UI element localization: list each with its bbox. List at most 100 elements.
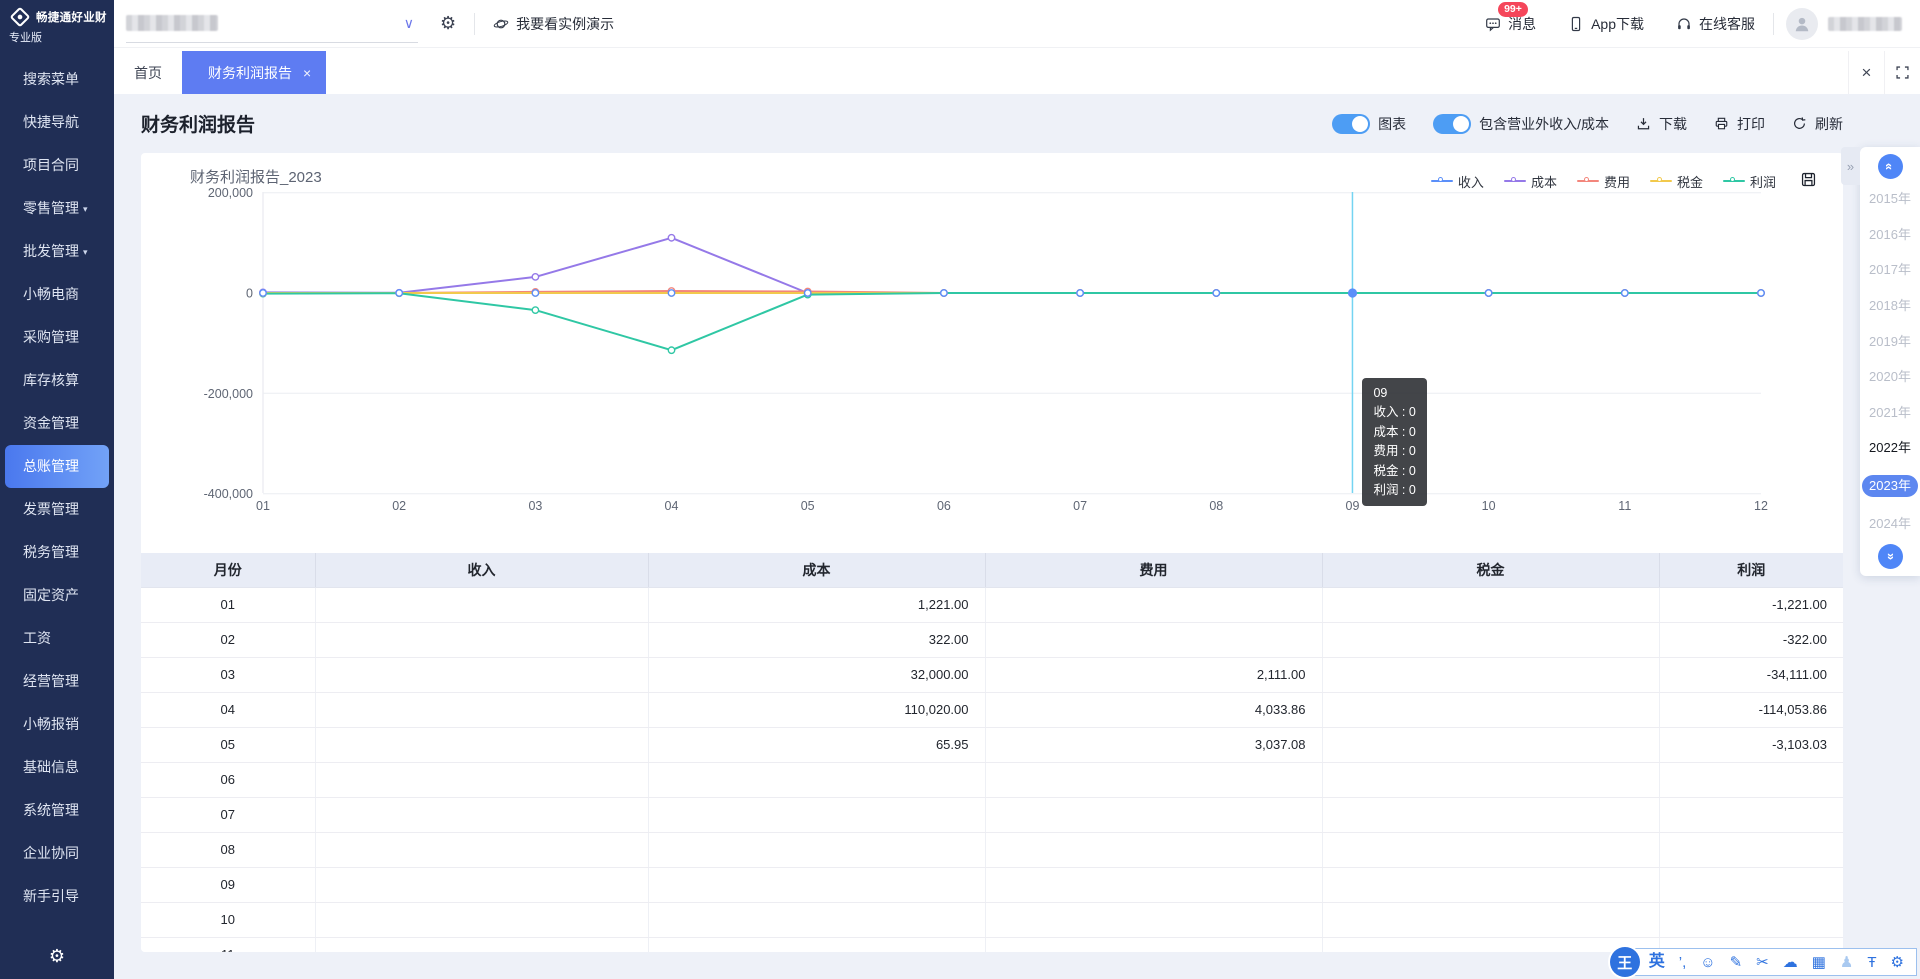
close-icon[interactable]: ×	[1848, 51, 1884, 94]
value-cell	[1322, 657, 1660, 693]
year-item-2015[interactable]: 2015年	[1869, 191, 1911, 206]
year-item-2016[interactable]: 2016年	[1869, 226, 1911, 242]
value-cell: -322.00	[1659, 622, 1843, 658]
scroll-years-down-button[interactable]: «	[1877, 544, 1903, 569]
ime-settings-icon[interactable]: ⚙	[1890, 953, 1904, 971]
ime-cloud-input-icon[interactable]: ☁	[1782, 953, 1798, 971]
close-tab-icon[interactable]: ×	[303, 64, 312, 81]
unread-badge: 99+	[1498, 1, 1528, 17]
sidebar-item-4[interactable]: 零售管理 ▾	[23, 200, 88, 216]
ime-virtual-keyboard-icon[interactable]: ▦	[1811, 953, 1826, 971]
ime-punctuation-icon[interactable]: ’,	[1678, 953, 1687, 971]
tab-home[interactable]: 首页	[114, 51, 182, 94]
value-cell	[985, 797, 1323, 833]
sidebar-item-9[interactable]: 资金管理	[23, 415, 79, 431]
value-cell	[315, 727, 649, 763]
toggle-switch[interactable]	[1433, 113, 1472, 134]
topbar-messages[interactable]: 消息 99+	[1485, 1, 1536, 34]
sidebar-item-3[interactable]: 项目合同	[23, 157, 79, 173]
sidebar-item-7[interactable]: 采购管理	[23, 329, 79, 345]
sidebar-item-8[interactable]: 库存核算	[23, 372, 79, 388]
collapse-panel-icon[interactable]: »	[1841, 147, 1860, 185]
brand-edition: 专业版	[9, 32, 42, 44]
sidebar-item-19[interactable]: 企业协同	[23, 845, 79, 861]
sidebar-item-15[interactable]: 经营管理	[23, 673, 79, 689]
save-chart-image-button[interactable]	[1796, 171, 1817, 191]
year-item-2020[interactable]: 2020年	[1869, 369, 1911, 385]
year-item-2018[interactable]: 2018年	[1869, 297, 1911, 313]
legend-label: 成本	[1530, 174, 1557, 190]
sidebar-item-13[interactable]: 固定资产	[23, 587, 79, 603]
topbar-right: 消息 99+ App下载 在线客服	[1485, 1, 1755, 34]
ime-handwriting-icon[interactable]: ✎	[1729, 953, 1743, 971]
topbar-online-service[interactable]: 在线客服	[1676, 14, 1755, 34]
year-item-2017[interactable]: 2017年	[1869, 262, 1911, 278]
sidebar-settings-gear-icon[interactable]: ⚙	[48, 945, 66, 966]
legend-item-收入[interactable]: 收入	[1430, 172, 1484, 191]
value-cell	[1322, 832, 1660, 868]
sidebar-item-6[interactable]: 小畅电商	[23, 286, 79, 302]
download-button[interactable]: 下载	[1636, 114, 1687, 134]
value-cell	[648, 902, 986, 938]
sidebar-item-20[interactable]: 新手引导	[23, 888, 79, 904]
year-item-2022[interactable]: 2022年	[1869, 440, 1911, 456]
toggle-switch[interactable]	[1332, 113, 1371, 134]
page-header: 财务利润报告 图表 包含营业外收入/成本 下载 打印 刷新	[114, 94, 1920, 153]
legend-item-税金[interactable]: 税金	[1649, 172, 1703, 191]
year-item-2023[interactable]: 2023年	[1862, 475, 1918, 498]
svg-text:01: 01	[256, 499, 270, 513]
sidebar-item-16[interactable]: 小畅报销	[23, 716, 79, 732]
sidebar-item-1[interactable]: 搜索菜单	[23, 71, 79, 87]
scroll-years-up-button[interactable]: «	[1877, 154, 1903, 179]
print-button[interactable]: 打印	[1714, 114, 1765, 134]
year-item-2024[interactable]: 2024年	[1869, 515, 1911, 531]
month-cell: 11	[141, 937, 316, 952]
sidebar-item-14[interactable]: 工资	[23, 630, 51, 646]
sidebar-item-12[interactable]: 税务管理	[23, 544, 79, 560]
ime-logo[interactable]: 王	[1609, 947, 1640, 977]
legend-item-成本[interactable]: 成本	[1503, 172, 1557, 191]
demo-link[interactable]: 我要看实例演示	[493, 14, 614, 34]
table-row: 03 32,000.00 2,111.00 -34,111.00	[141, 657, 1843, 693]
divider	[474, 12, 476, 35]
value-cell	[1659, 832, 1843, 868]
fullscreen-icon[interactable]	[1884, 51, 1920, 94]
ime-english-mode[interactable]: 英	[1648, 953, 1665, 970]
avatar[interactable]	[1786, 7, 1818, 40]
value-cell	[315, 657, 649, 693]
value-cell	[315, 622, 649, 658]
value-cell	[985, 937, 1323, 952]
year-item-2019[interactable]: 2019年	[1869, 333, 1911, 349]
ime-screenshot-icon[interactable]: ✂	[1756, 953, 1769, 971]
org-selector[interactable]: ∨	[126, 5, 418, 43]
toggle-chart[interactable]: 图表	[1332, 113, 1406, 134]
value-cell	[985, 622, 1323, 658]
ime-emoji-icon[interactable]: ☺	[1700, 953, 1716, 971]
sidebar-item-17[interactable]: 基础信息	[23, 759, 79, 775]
redacted-org-name	[126, 15, 218, 31]
sidebar-item-18[interactable]: 系统管理	[23, 802, 79, 818]
legend-item-利润[interactable]: 利润	[1722, 172, 1776, 191]
sidebar-item-10[interactable]: 总账管理	[5, 445, 109, 488]
svg-text:09: 09	[1346, 499, 1360, 513]
toggle-include-nonoperating[interactable]: 包含营业外收入/成本	[1433, 113, 1609, 134]
ime-profile-icon[interactable]: ♟	[1839, 953, 1854, 971]
table-row: 11	[141, 937, 1843, 952]
sidebar-item-5[interactable]: 批发管理 ▾	[23, 243, 88, 259]
refresh-button[interactable]: 刷新	[1792, 114, 1843, 134]
legend-item-费用[interactable]: 费用	[1576, 172, 1630, 191]
brand-logo-icon	[10, 7, 30, 27]
year-item-2021[interactable]: 2021年	[1869, 404, 1911, 420]
action-label: 刷新	[1815, 115, 1843, 132]
tab-profit-report[interactable]: 财务利润报告 ×	[182, 51, 327, 94]
settings-gear-icon[interactable]: ⚙	[440, 13, 457, 33]
value-cell	[1322, 902, 1660, 938]
sidebar-item-11[interactable]: 发票管理	[23, 501, 79, 517]
sidebar-item-2[interactable]: 快捷导航	[23, 114, 79, 130]
tooltip-month: 09	[1373, 386, 1388, 400]
topbar-app-download[interactable]: App下载	[1568, 14, 1644, 34]
column-header-成本: 成本	[648, 553, 986, 588]
ime-skin-icon[interactable]: Ŧ	[1867, 953, 1877, 971]
person-icon	[1795, 17, 1809, 31]
